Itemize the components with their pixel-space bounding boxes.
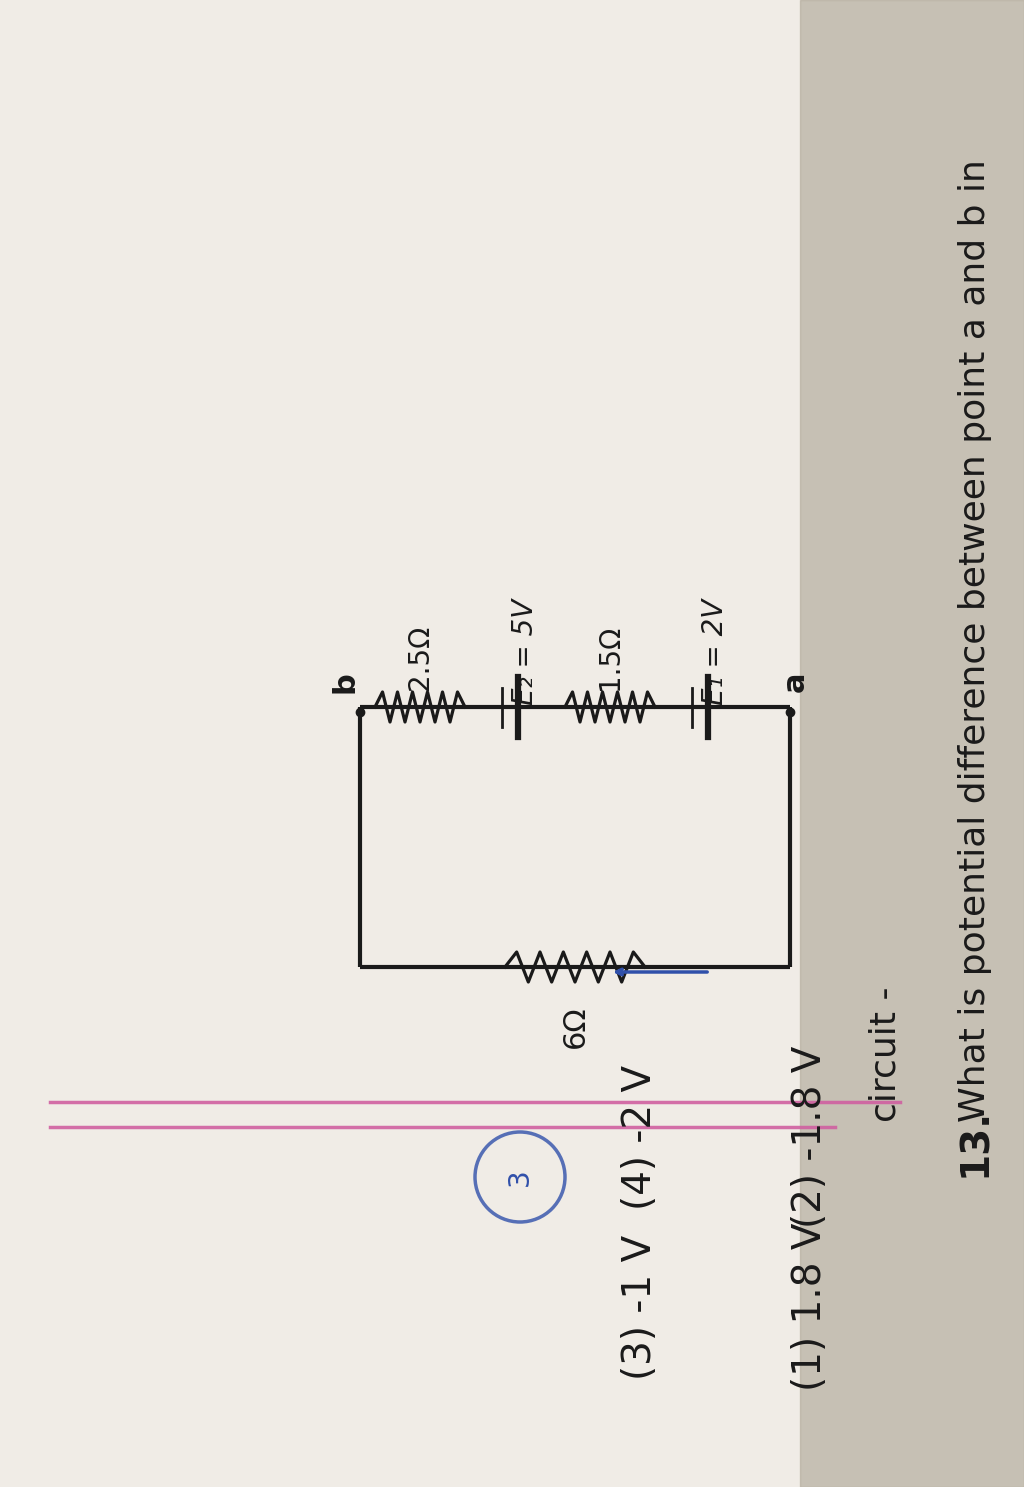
Text: E₂ = 5V: E₂ = 5V: [511, 599, 539, 705]
Text: (4) -2 V: (4) -2 V: [621, 1065, 659, 1209]
Text: What is potential difference between point a and b in: What is potential difference between poi…: [958, 159, 992, 1123]
Text: 2.5Ω: 2.5Ω: [406, 625, 434, 690]
Text: (1) 1.8 V: (1) 1.8 V: [791, 1222, 829, 1392]
Text: 13.: 13.: [956, 1108, 994, 1178]
Text: b: b: [331, 671, 359, 693]
Text: 3: 3: [506, 1169, 534, 1185]
Text: 1.5Ω: 1.5Ω: [596, 625, 624, 690]
Text: E₁ = 2V: E₁ = 2V: [701, 599, 729, 705]
Text: circuit -: circuit -: [868, 986, 902, 1123]
Text: 6Ω: 6Ω: [560, 1005, 590, 1048]
Text: (3) -1 V: (3) -1 V: [621, 1234, 659, 1380]
Text: a: a: [780, 672, 810, 693]
Text: (2) -1.8 V: (2) -1.8 V: [791, 1045, 829, 1228]
